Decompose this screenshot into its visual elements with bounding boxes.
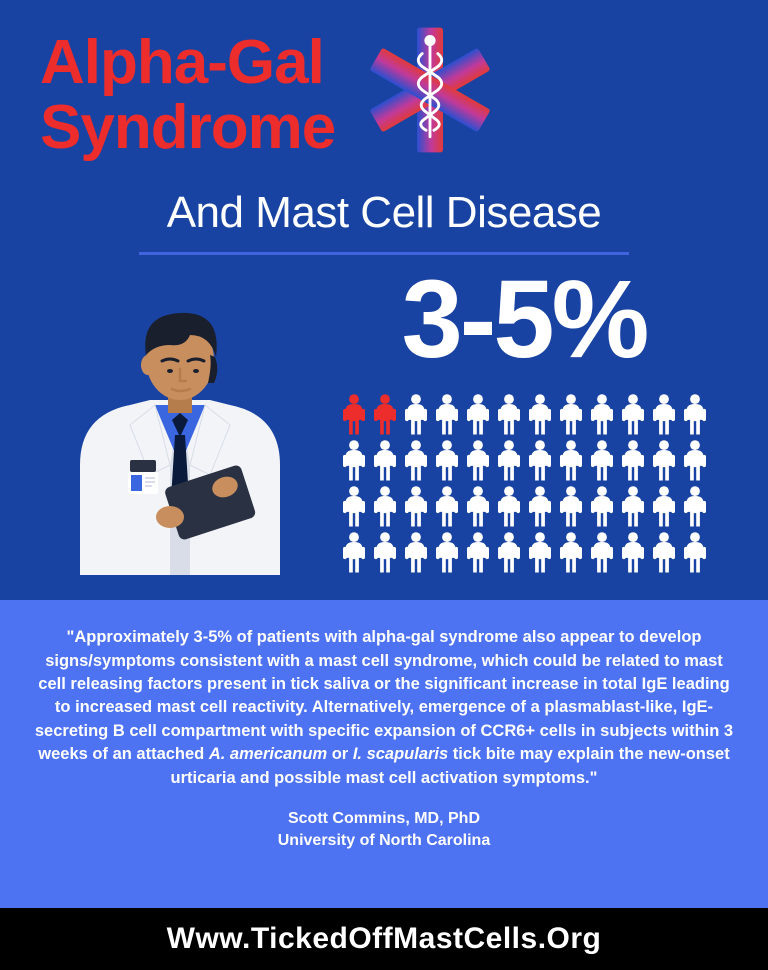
person-icon bbox=[587, 485, 617, 529]
person-icon bbox=[680, 439, 710, 483]
person-icon bbox=[339, 485, 369, 529]
title-line-2: Syndrome bbox=[40, 93, 335, 162]
poster: Alpha-Gal Syndrome bbox=[0, 0, 768, 970]
person-icon bbox=[432, 485, 462, 529]
person-icon bbox=[494, 393, 524, 437]
person-icon bbox=[587, 531, 617, 575]
person-icon bbox=[463, 531, 493, 575]
person-icon-highlighted bbox=[339, 393, 369, 437]
person-icon bbox=[556, 485, 586, 529]
title-line-1: Alpha-Gal bbox=[40, 28, 324, 97]
header-row: Alpha-Gal Syndrome bbox=[40, 30, 728, 160]
person-icon bbox=[680, 531, 710, 575]
person-icon bbox=[370, 439, 400, 483]
person-icon bbox=[618, 393, 648, 437]
pictograph-row bbox=[339, 439, 710, 483]
person-icon bbox=[463, 439, 493, 483]
star-of-life-icon bbox=[365, 25, 495, 160]
person-icon bbox=[649, 485, 679, 529]
person-icon bbox=[401, 393, 431, 437]
person-icon bbox=[618, 439, 648, 483]
quote-section: "Approximately 3-5% of patients with alp… bbox=[0, 600, 768, 908]
person-icon bbox=[463, 485, 493, 529]
person-icon bbox=[556, 393, 586, 437]
person-icon bbox=[401, 531, 431, 575]
top-section: Alpha-Gal Syndrome bbox=[0, 0, 768, 600]
person-icon bbox=[463, 393, 493, 437]
footer-url: Www.TickedOffMastCells.Org bbox=[0, 908, 768, 970]
person-icon bbox=[618, 531, 648, 575]
pictograph-row bbox=[339, 393, 710, 437]
person-icon bbox=[556, 531, 586, 575]
person-icon bbox=[649, 439, 679, 483]
mid-row: 3-5% bbox=[40, 265, 728, 580]
person-icon bbox=[494, 531, 524, 575]
person-icon bbox=[587, 439, 617, 483]
person-icon bbox=[370, 485, 400, 529]
person-icon bbox=[494, 485, 524, 529]
person-icon bbox=[432, 439, 462, 483]
person-icon bbox=[401, 485, 431, 529]
person-icon bbox=[618, 485, 648, 529]
person-icon bbox=[556, 439, 586, 483]
divider-line bbox=[139, 252, 629, 255]
attribution-org: University of North Carolina bbox=[278, 832, 490, 849]
person-icon bbox=[401, 439, 431, 483]
person-icon bbox=[525, 439, 555, 483]
person-icon bbox=[525, 393, 555, 437]
person-icon bbox=[525, 485, 555, 529]
person-icon bbox=[432, 393, 462, 437]
attribution-name: Scott Commins, MD, PhD bbox=[288, 810, 480, 827]
main-title: Alpha-Gal Syndrome bbox=[40, 30, 335, 160]
person-icon bbox=[525, 531, 555, 575]
person-icon bbox=[370, 531, 400, 575]
subtitle: And Mast Cell Disease bbox=[40, 188, 728, 238]
percent-stat: 3-5% bbox=[402, 265, 647, 375]
quote-text: "Approximately 3-5% of patients with alp… bbox=[34, 626, 734, 790]
person-icon bbox=[339, 439, 369, 483]
person-icon bbox=[339, 531, 369, 575]
pictograph-row bbox=[339, 531, 710, 575]
attribution: Scott Commins, MD, PhD University of Nor… bbox=[34, 808, 734, 851]
person-icon bbox=[649, 531, 679, 575]
pictograph-row bbox=[339, 485, 710, 529]
doctor-illustration bbox=[20, 265, 330, 580]
person-icon bbox=[587, 393, 617, 437]
person-icon bbox=[649, 393, 679, 437]
person-icon bbox=[494, 439, 524, 483]
people-pictograph bbox=[339, 393, 710, 575]
person-icon bbox=[680, 393, 710, 437]
stat-column: 3-5% bbox=[330, 265, 728, 575]
person-icon bbox=[680, 485, 710, 529]
person-icon-highlighted bbox=[370, 393, 400, 437]
person-icon bbox=[432, 531, 462, 575]
